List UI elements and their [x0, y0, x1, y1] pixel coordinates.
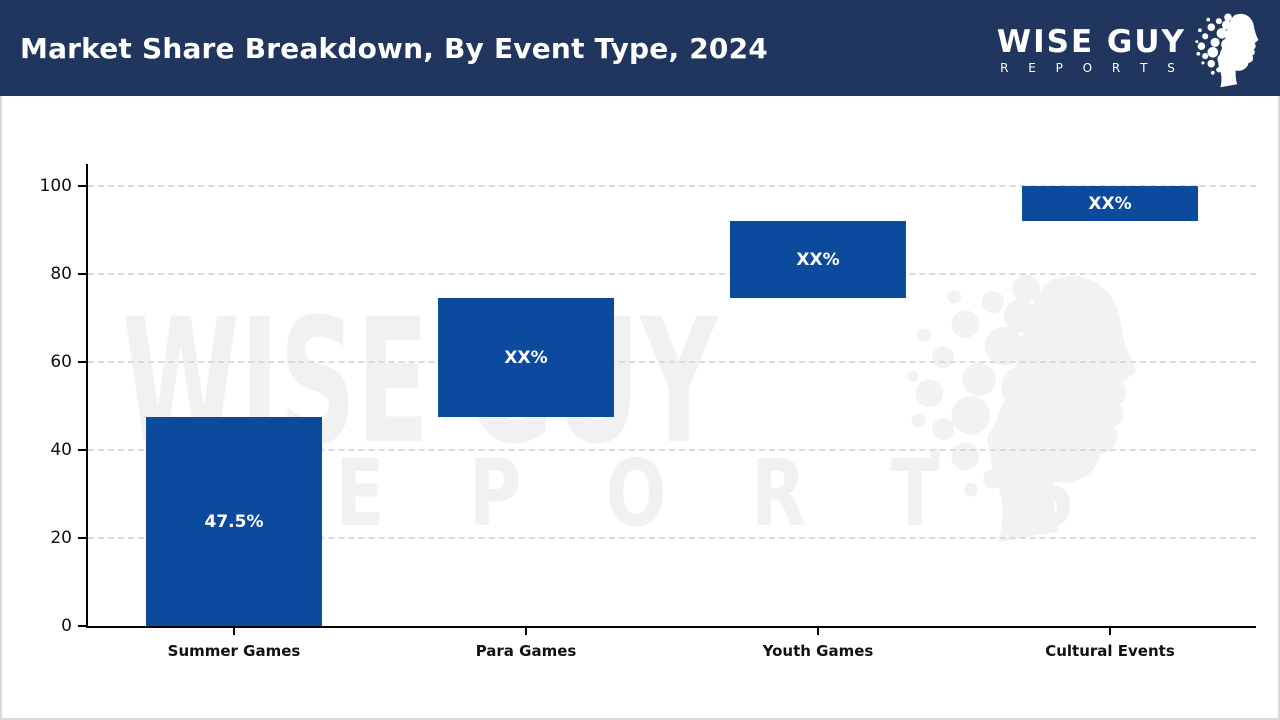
x-category-label-3: Youth Games [762, 642, 874, 660]
brand-logo: WISE GUY R E P O R T S [997, 8, 1266, 92]
x-tick-mark-2 [525, 628, 527, 635]
gridline-40 [88, 449, 1256, 451]
y-tick-label-100: 100 [39, 176, 72, 196]
y-tick-mark-60 [78, 361, 86, 363]
brand-logo-text: WISE GUY R E P O R T S [997, 25, 1186, 74]
y-tick-mark-40 [78, 449, 86, 451]
watermark-head-icon [888, 224, 1164, 590]
header: Market Share Breakdown, By Event Type, 2… [0, 0, 1280, 96]
y-tick-label-40: 40 [50, 440, 72, 460]
frame-bottom [0, 718, 1280, 720]
x-tick-mark-1 [233, 628, 235, 635]
frame-right [1278, 96, 1280, 720]
logo-head-icon [1190, 8, 1266, 92]
y-tick-mark-20 [78, 537, 86, 539]
y-tick-label-20: 20 [50, 528, 72, 548]
gridline-20 [88, 537, 1256, 539]
x-category-label-2: Para Games [475, 642, 577, 660]
logo-wordmark: WISE GUY [996, 24, 1186, 61]
bar-cultural-events: XX% [1022, 186, 1198, 222]
y-tick-mark-0 [78, 625, 86, 627]
page-title: Market Share Breakdown, By Event Type, 2… [20, 31, 768, 65]
y-tick-mark-100 [78, 185, 86, 187]
y-tick-label-80: 80 [50, 264, 72, 284]
y-axis-line [86, 164, 88, 628]
x-category-label-4: Cultural Events [1045, 642, 1175, 660]
frame-left [0, 96, 2, 720]
bar-para-games: XX% [438, 298, 614, 417]
y-tick-label-60: 60 [50, 352, 72, 372]
y-tick-label-0: 0 [61, 616, 72, 636]
x-category-label-1: Summer Games [167, 642, 301, 660]
bar-value-label: XX% [504, 347, 548, 368]
bar-value-label: XX% [1088, 193, 1132, 214]
gridline-60 [88, 361, 1256, 363]
bar-summer-games: 47.5% [146, 417, 322, 626]
gridline-80 [88, 273, 1256, 275]
x-axis-line [86, 626, 1256, 628]
bar-youth-games: XX% [730, 221, 906, 299]
watermark-subtext: R E P O R T S [196, 440, 1105, 547]
x-tick-mark-4 [1109, 628, 1111, 635]
gridline-100 [88, 185, 1256, 187]
bar-value-label: XX% [796, 249, 840, 270]
y-tick-mark-80 [78, 273, 86, 275]
logo-subtext: R E P O R T S [1000, 60, 1183, 75]
bar-value-label: 47.5% [204, 511, 264, 532]
x-tick-mark-3 [817, 628, 819, 635]
